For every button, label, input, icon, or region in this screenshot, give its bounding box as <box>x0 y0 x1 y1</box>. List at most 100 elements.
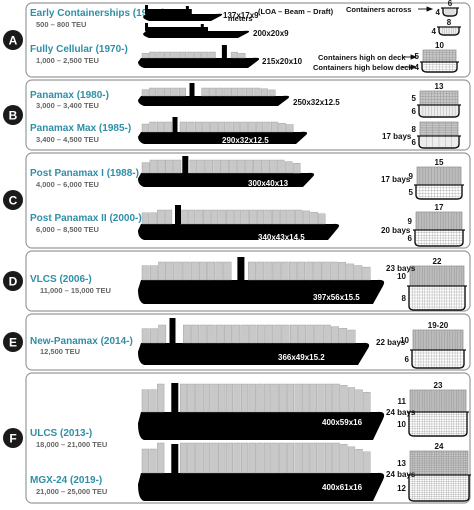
section-post-panamax-2-deck-block <box>415 211 463 231</box>
title-panamax-max: Panamax Max (1985-) <box>30 123 131 134</box>
deck-container-stack <box>207 324 216 344</box>
deck-container-stack <box>318 213 326 225</box>
deck-container-stack <box>195 442 203 474</box>
ship-post-panamax-1 <box>138 156 315 187</box>
section-panamax-high-below: 6 <box>412 107 417 116</box>
deck-container-stack <box>338 262 346 281</box>
deck-container-stack <box>317 383 325 413</box>
deck-container-stack <box>203 209 211 225</box>
deck-container-stack <box>187 209 196 225</box>
deck-container-stack <box>195 383 203 413</box>
deck-container-stack <box>286 442 295 474</box>
deck-container-stack <box>201 87 209 97</box>
deck-container-stack <box>305 261 314 281</box>
badge-f-label: F <box>9 432 16 446</box>
deck-container-stack <box>355 449 363 474</box>
deck-container-stack <box>149 448 157 474</box>
section-vlcs-across: 22 <box>433 257 442 266</box>
ship-early-1-bridge <box>145 5 148 10</box>
deck-container-stack <box>245 159 253 174</box>
deck-container-stack <box>225 383 234 413</box>
ship-early-2-hull <box>143 30 250 38</box>
title-fully-cellular: Fully Cellular (1970-) <box>30 44 128 55</box>
deck-container-stack <box>157 442 165 474</box>
ship-mgx24-hull <box>138 472 385 501</box>
deck-container-stack <box>141 328 150 344</box>
deck-container-stack <box>165 159 174 174</box>
deck-container-stack <box>298 324 306 344</box>
deck-container-stack <box>256 261 265 281</box>
deck-container-stack <box>286 383 295 413</box>
ship-panamax-max-hull <box>138 131 308 144</box>
section-early-2-high-below: 4 <box>432 27 437 36</box>
deck-container-stack <box>178 87 186 97</box>
section-early-2-across: 8 <box>447 18 452 27</box>
deck-container-stack <box>197 159 206 174</box>
deck-container-stack <box>201 51 209 59</box>
deck-container-stack <box>297 261 305 281</box>
deck-container-stack <box>256 383 264 413</box>
deck-container-stack <box>195 209 203 225</box>
bays-label: 20 bays <box>381 226 411 235</box>
teu-panamax-max: 3,400 – 4,500 TEU <box>36 135 99 144</box>
section-new-panamax: 19-20 10 6 <box>400 321 466 369</box>
panel-b <box>25 79 471 151</box>
deck-container-stack <box>313 261 322 281</box>
ship-panamax-dimensions: 250x32x12.5 <box>293 98 340 107</box>
title-new-panamax: New-Panamax (2014-) <box>30 336 133 347</box>
deck-container-stack <box>240 383 249 413</box>
deck-container-stack <box>213 159 222 174</box>
teu-fully-cellular: 1,000 – 2,500 TEU <box>36 56 99 65</box>
deck-container-stack <box>156 51 164 59</box>
deck-container-stack <box>325 442 333 474</box>
ship-fully-cellular-hull <box>138 57 260 68</box>
section-early-1: 64 <box>436 0 459 17</box>
deck-container-stack <box>218 383 226 413</box>
ship-ulcs-dimensions: 400x59x16 <box>322 418 363 427</box>
deck-container-stack <box>223 87 231 97</box>
badge-b-label: B <box>9 109 18 123</box>
ship-profiles <box>138 5 385 501</box>
deck-container-stack <box>226 209 234 225</box>
legend-arrows <box>402 6 434 70</box>
deck-container-stack <box>141 89 149 97</box>
section-ulcs-high-below: 10 <box>397 420 406 429</box>
section-ulcs-deck-block <box>409 389 467 413</box>
deck-container-stack <box>331 326 339 344</box>
deck-container-stack <box>208 51 216 59</box>
teu-mgx24: 21,000 – 25,000 TEU <box>36 487 107 496</box>
deck-container-stack <box>157 209 165 225</box>
deck-container-stack <box>271 121 279 133</box>
deck-container-stack <box>329 261 338 281</box>
deck-container-stack <box>310 212 318 225</box>
section-mgx24: 24 13 12 <box>397 442 471 502</box>
deck-container-stack <box>233 209 242 225</box>
deck-container-stack <box>306 324 315 344</box>
deck-container-stack <box>279 209 288 225</box>
deck-container-stack <box>141 53 149 59</box>
ship-early-1-deckhouse <box>145 9 192 14</box>
deck-container-stack <box>187 442 195 474</box>
ship-panamax-max <box>138 117 308 144</box>
deck-container-stack <box>340 385 348 413</box>
deck-container-stack <box>178 51 186 59</box>
deck-container-stack <box>286 124 294 133</box>
ship-early-2-crane <box>200 24 204 28</box>
deck-container-stack <box>347 329 356 344</box>
deck-container-stack <box>141 448 150 474</box>
badge-c-label: C <box>9 194 18 208</box>
deck-container-stack <box>232 324 241 344</box>
deck-container-stack <box>202 383 211 413</box>
section-panamax-max: 86 <box>412 121 461 149</box>
deck-container-stack <box>295 209 303 225</box>
deck-container-stack <box>199 324 208 344</box>
section-vlcs-high-deck: 10 <box>397 272 406 281</box>
deck-container-stack <box>314 324 323 344</box>
deck-container-stack <box>223 261 232 281</box>
ship-panamax-max-dimensions: 290x32x12.5 <box>222 136 269 145</box>
deck-container-stack <box>164 121 172 133</box>
deck-container-stack <box>141 212 150 225</box>
deck-container-stack <box>194 121 203 133</box>
ship-early-1-hull <box>143 13 223 21</box>
